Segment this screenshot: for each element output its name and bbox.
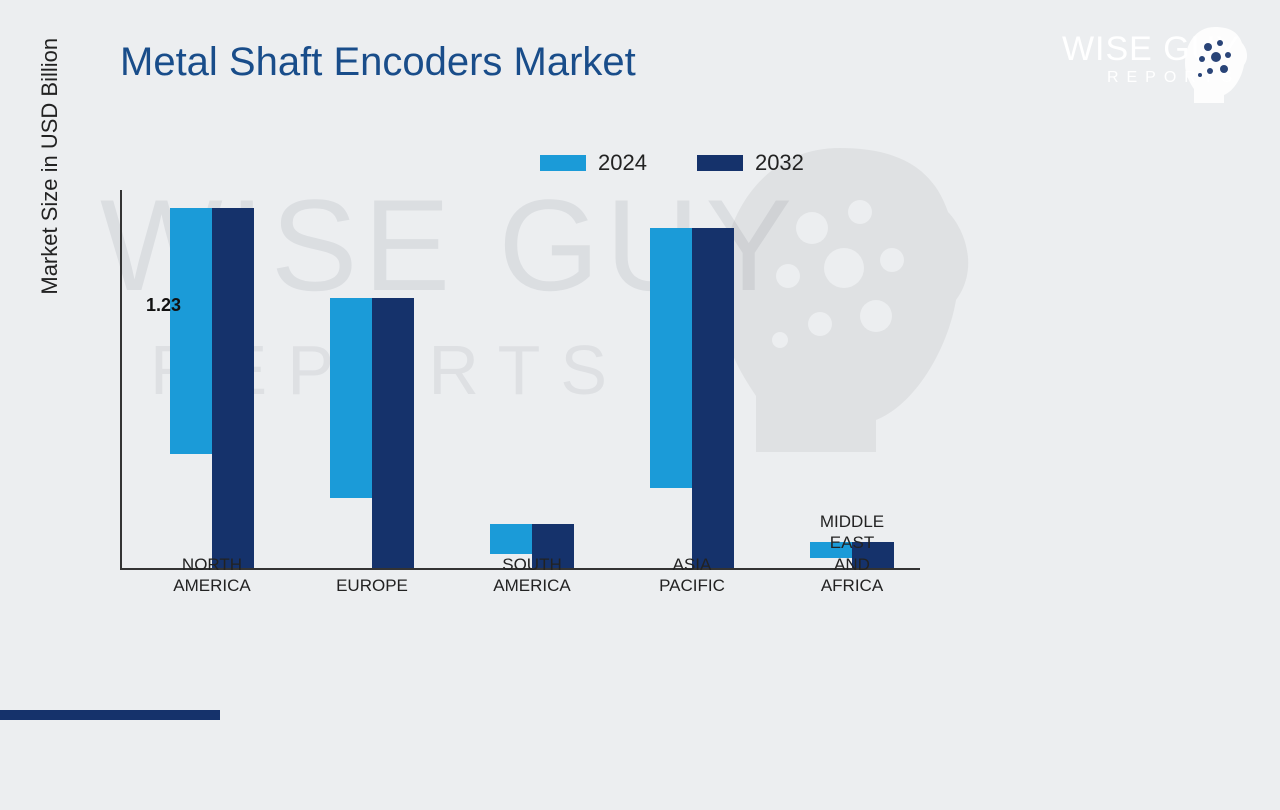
legend-item-2024: 2024 xyxy=(540,150,647,176)
bar-group: SOUTHAMERICA xyxy=(472,524,592,568)
category-label: SOUTHAMERICA xyxy=(462,554,602,597)
legend-label-2024: 2024 xyxy=(598,150,647,176)
brand-logo: WISE GUY REPORTS xyxy=(1062,30,1240,87)
bar-group: MIDDLEEASTANDAFRICA xyxy=(792,542,912,568)
bar xyxy=(490,524,532,554)
category-label: NORTHAMERICA xyxy=(142,554,282,597)
bar-group: NORTHAMERICA1.23 xyxy=(152,208,272,568)
y-axis-label: Market Size in USD Billion xyxy=(37,38,63,295)
legend-swatch-2032 xyxy=(697,155,743,171)
bottom-accent-bar xyxy=(0,710,220,720)
logo-head-icon xyxy=(1180,25,1250,105)
legend-swatch-2024 xyxy=(540,155,586,171)
bar-data-label: 1.23 xyxy=(146,295,181,316)
bar xyxy=(330,298,372,498)
plot-area: NORTHAMERICA1.23 EUROPE SOUTHAMERICA ASIAPA… xyxy=(120,190,920,570)
bar xyxy=(692,228,734,568)
bar xyxy=(170,208,212,454)
legend-item-2032: 2032 xyxy=(697,150,804,176)
category-label: EUROPE xyxy=(302,575,442,596)
bar-group: ASIAPACIFIC xyxy=(632,228,752,568)
chart-legend: 2024 2032 xyxy=(540,150,804,176)
bar xyxy=(372,298,414,568)
bar xyxy=(212,208,254,568)
chart-container: Market Size in USD Billion 2024 2032 NOR… xyxy=(60,150,920,650)
bar-group: EUROPE xyxy=(312,298,432,568)
chart-title: Metal Shaft Encoders Market xyxy=(120,40,636,85)
category-label: MIDDLEEASTANDAFRICA xyxy=(782,511,922,596)
category-label: ASIAPACIFIC xyxy=(622,554,762,597)
bar xyxy=(650,228,692,488)
legend-label-2032: 2032 xyxy=(755,150,804,176)
